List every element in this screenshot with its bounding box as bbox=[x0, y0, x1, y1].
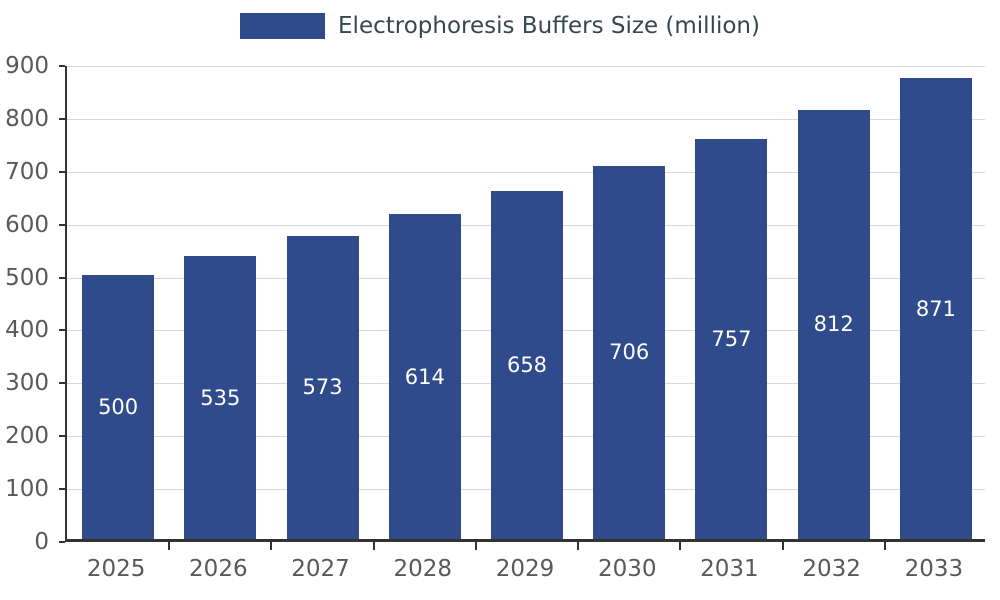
x-tick-mark bbox=[474, 542, 477, 550]
bar-value-label-2033: 871 bbox=[915, 296, 956, 321]
x-tick-label-2026: 2026 bbox=[189, 556, 248, 582]
bar-value-label-2025: 500 bbox=[98, 394, 139, 419]
x-tick-label-2027: 2027 bbox=[291, 556, 350, 582]
x-tick-mark bbox=[679, 542, 682, 550]
x-tick-label-2025: 2025 bbox=[86, 556, 146, 582]
y-tick-label-900: 900 bbox=[5, 53, 49, 79]
y-tick-label-300: 300 bbox=[5, 370, 49, 397]
bar-value-label-2030: 706 bbox=[609, 340, 650, 365]
y-tick-label-700: 700 bbox=[5, 158, 49, 185]
y-tick-label-600: 600 bbox=[5, 211, 49, 238]
y-tick-mark bbox=[59, 382, 65, 385]
bar-2029: 658 bbox=[491, 191, 563, 539]
y-tick-label-100: 100 bbox=[5, 476, 49, 503]
x-tick-mark bbox=[372, 542, 375, 550]
y-tick-label-500: 500 bbox=[5, 264, 49, 291]
y-tick-label-800: 800 bbox=[5, 105, 49, 132]
y-tick-mark bbox=[59, 223, 65, 226]
bar-2028: 614 bbox=[388, 214, 461, 539]
y-tick-mark bbox=[59, 541, 65, 543]
y-tick-mark bbox=[59, 329, 65, 332]
y-tick-mark bbox=[59, 117, 65, 120]
bar-value-label-2031: 757 bbox=[711, 326, 752, 351]
gridline-y-700 bbox=[67, 171, 985, 173]
legend-label: Electrophoresis Buffers Size (million) bbox=[338, 13, 760, 39]
bar-value-label-2029: 658 bbox=[506, 353, 548, 377]
x-tick-label-2033: 2033 bbox=[904, 556, 964, 582]
x-tick-label-2032: 2032 bbox=[802, 556, 861, 582]
bar-value-label-2028: 614 bbox=[404, 364, 445, 389]
plot-area: 500 535 573 614 658 706 757 812 871 bbox=[59, 65, 985, 550]
y-tick-label-0: 0 bbox=[34, 529, 49, 555]
gridline-y-900 bbox=[67, 66, 985, 67]
gridline-y-800 bbox=[67, 118, 985, 120]
x-tick-mark bbox=[781, 542, 784, 550]
y-tick-mark bbox=[59, 276, 65, 279]
bar-2025: 500 bbox=[82, 274, 155, 539]
x-tick-mark bbox=[577, 542, 580, 550]
bar-2030: 706 bbox=[593, 165, 666, 539]
x-tick-label-2031: 2031 bbox=[700, 556, 759, 582]
x-tick-label-2028: 2028 bbox=[393, 556, 453, 582]
y-tick-mark bbox=[59, 435, 65, 438]
bar-value-label-2032: 812 bbox=[813, 312, 854, 337]
y-tick-mark bbox=[59, 488, 65, 491]
legend-swatch bbox=[240, 13, 326, 39]
x-tick-mark bbox=[168, 542, 171, 550]
bar-2033: 871 bbox=[899, 78, 972, 539]
chart-legend: Electrophoresis Buffers Size (million) bbox=[0, 13, 1000, 39]
bar-2032: 812 bbox=[797, 109, 870, 539]
x-axis: 2025 2026 2027 2028 2029 2030 2031 2032 2033 bbox=[65, 556, 985, 590]
x-tick-mark bbox=[883, 542, 886, 550]
y-tick-label-400: 400 bbox=[5, 317, 49, 344]
y-tick-mark bbox=[59, 170, 65, 173]
x-tick-label-2029: 2029 bbox=[495, 556, 555, 582]
bar-2026: 535 bbox=[184, 256, 257, 539]
bar-value-label-2026: 535 bbox=[200, 385, 241, 410]
bar-2031: 757 bbox=[695, 138, 768, 539]
y-tick-label-200: 200 bbox=[5, 423, 49, 450]
bar-2027: 573 bbox=[286, 235, 359, 539]
x-tick-label-2030: 2030 bbox=[597, 556, 657, 582]
bar-value-label-2027: 573 bbox=[302, 375, 343, 400]
x-tick-mark bbox=[270, 542, 273, 550]
y-axis: 0 100 200 300 400 500 600 700 800 900 bbox=[0, 53, 55, 555]
y-tick-mark bbox=[59, 65, 65, 67]
